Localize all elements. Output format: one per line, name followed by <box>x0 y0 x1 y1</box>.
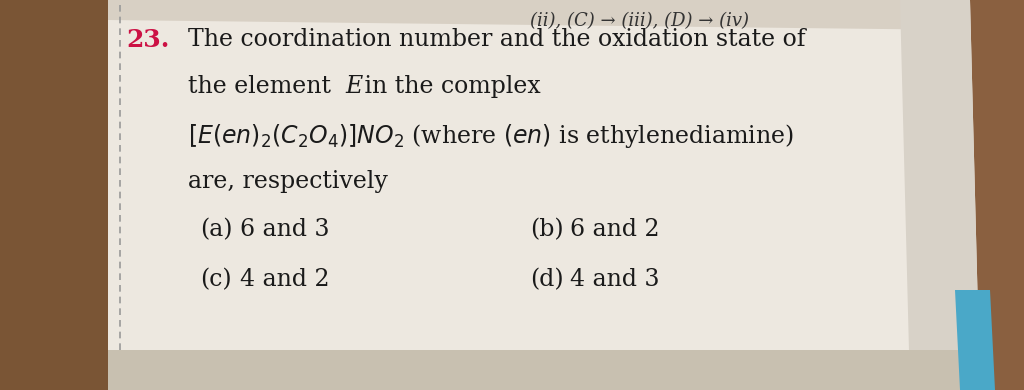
Text: (d): (d) <box>530 268 563 291</box>
Polygon shape <box>0 0 110 390</box>
Text: 6 and 3: 6 and 3 <box>240 218 330 241</box>
Text: (c): (c) <box>200 268 231 291</box>
Polygon shape <box>108 0 980 390</box>
Text: 23.: 23. <box>126 28 169 52</box>
Text: 6 and 2: 6 and 2 <box>570 218 659 241</box>
Text: (ii), (C) → (iii), (D) → (iv): (ii), (C) → (iii), (D) → (iv) <box>530 12 749 30</box>
Polygon shape <box>108 0 970 30</box>
Text: in the complex: in the complex <box>357 75 541 98</box>
Text: 4 and 3: 4 and 3 <box>570 268 659 291</box>
Polygon shape <box>900 0 980 390</box>
Text: the element: the element <box>188 75 339 98</box>
Text: $[E(en)_2(C_2O_4)]NO_2$ (where $(en)$ is ethylenediamine): $[E(en)_2(C_2O_4)]NO_2$ (where $(en)$ is… <box>188 122 794 150</box>
Text: 4 and 2: 4 and 2 <box>240 268 330 291</box>
Text: The coordination number and the oxidation state of: The coordination number and the oxidatio… <box>188 28 806 51</box>
Polygon shape <box>955 290 995 390</box>
Text: are, respectively: are, respectively <box>188 170 388 193</box>
Text: (b): (b) <box>530 218 563 241</box>
Polygon shape <box>108 350 980 390</box>
Text: (a): (a) <box>200 218 232 241</box>
Text: E: E <box>345 75 362 98</box>
